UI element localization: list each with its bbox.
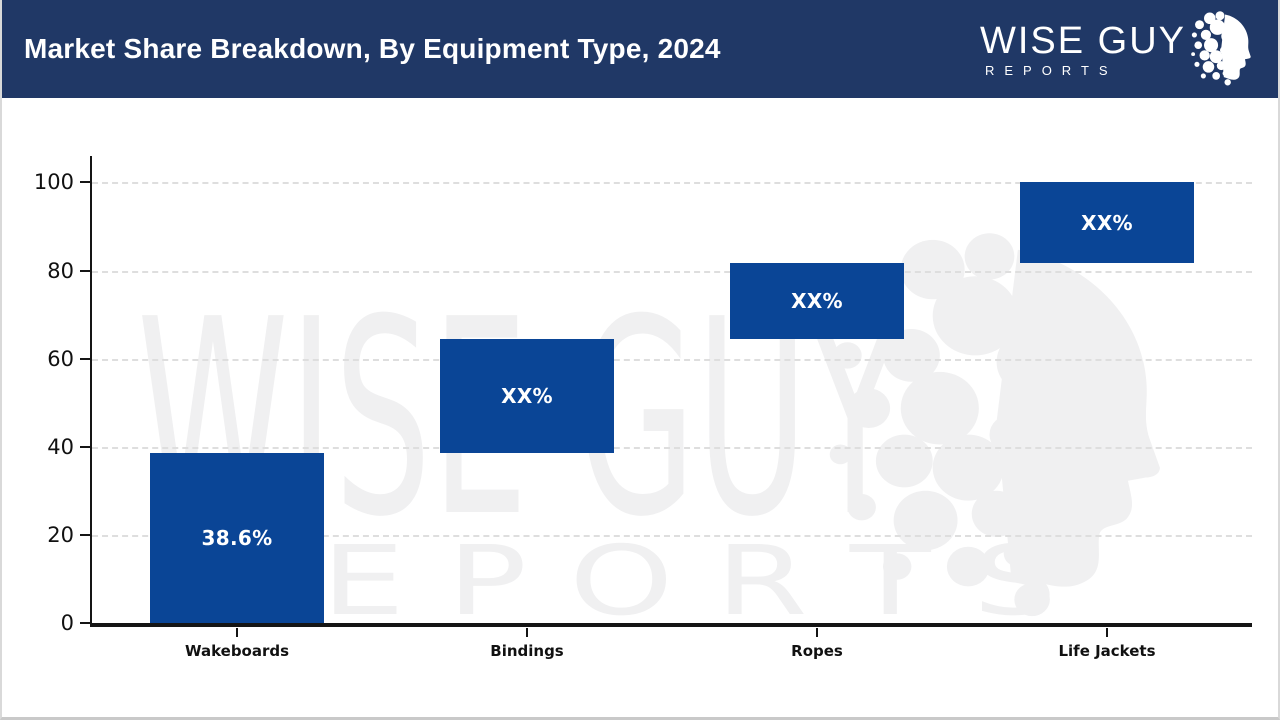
y-tick-80	[80, 269, 90, 272]
x-tick-ropes	[816, 628, 818, 637]
x-tick-wakeboards	[236, 628, 238, 637]
y-tick-label-60: 60	[47, 346, 74, 371]
x-axis-label-bindings: Bindings	[490, 642, 564, 660]
x-tick-bindings	[526, 628, 528, 637]
gridline-100	[92, 182, 1252, 185]
y-tick-20	[80, 533, 90, 536]
bar-bindings: XX%	[440, 339, 614, 453]
bar-value-label-wakeboards: 38.6%	[201, 525, 273, 550]
header-bar: Market Share Breakdown, By Equipment Typ…	[2, 0, 1278, 98]
bar-ropes: XX%	[730, 263, 904, 340]
y-tick-label-0: 0	[60, 611, 74, 635]
y-tick-label-80: 80	[47, 258, 74, 283]
bar-value-label-ropes: XX%	[791, 289, 843, 314]
bar-wakeboards: 38.6%	[150, 452, 324, 623]
y-tick-label-40: 40	[47, 434, 74, 459]
plot-area: 0 20 40 60 80 100 38.6% Wakeboards XX% Bindings XX…	[34, 156, 1252, 660]
y-tick-label-100: 100	[33, 170, 74, 195]
bar-life-jackets: XX%	[1020, 182, 1194, 264]
x-axis-label-life-jackets: Life Jackets	[1058, 642, 1156, 660]
bar-value-label-life-jackets: XX%	[1081, 210, 1133, 235]
y-tick-60	[80, 357, 90, 360]
brand-subname: REPORTS	[984, 62, 1118, 78]
page-title: Market Share Breakdown, By Equipment Typ…	[24, 33, 721, 64]
brand-logo-text: WISE GUY REPORTS	[980, 22, 1186, 77]
y-tick-label-20: 20	[47, 522, 74, 547]
brand-logo: WISE GUY REPORTS	[980, 10, 1252, 88]
bar-value-label-bindings: XX%	[501, 384, 553, 409]
brand-name: WISE GUY	[979, 19, 1186, 62]
gridline-60	[92, 358, 1252, 361]
gridline-20	[92, 534, 1252, 537]
y-tick-100	[80, 181, 90, 184]
dotted-head-profile-icon	[1191, 11, 1251, 86]
y-tick-0	[80, 622, 90, 624]
y-tick-40	[80, 445, 90, 448]
x-axis-label-ropes: Ropes	[791, 642, 843, 660]
x-axis-label-wakeboards: Wakeboards	[184, 642, 290, 660]
x-tick-life-jackets	[1106, 628, 1108, 637]
gridline-80	[92, 270, 1252, 273]
gridline-40	[92, 446, 1252, 449]
